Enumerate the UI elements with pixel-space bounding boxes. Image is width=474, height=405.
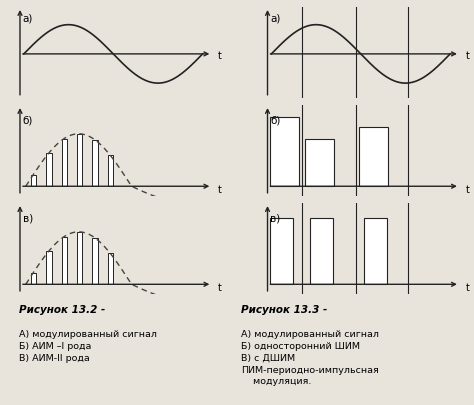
Bar — [31, 175, 36, 187]
Text: t: t — [218, 184, 222, 194]
Bar — [46, 252, 52, 285]
Text: б): б) — [270, 115, 281, 126]
Bar — [46, 153, 52, 187]
Text: б): б) — [23, 115, 33, 126]
Bar — [305, 139, 334, 187]
Text: а): а) — [23, 14, 33, 23]
Text: Рисунок 13.2 -: Рисунок 13.2 - — [18, 305, 105, 314]
Bar — [31, 273, 36, 285]
Bar — [77, 232, 82, 285]
Bar — [62, 237, 67, 285]
Bar — [108, 156, 113, 187]
Text: t: t — [465, 282, 469, 292]
Text: А) модулированный сигнал
Б) АИМ –I рода
В) АИМ-II рода: А) модулированный сигнал Б) АИМ –I рода … — [18, 329, 157, 362]
Text: t: t — [218, 51, 222, 61]
Bar — [310, 218, 333, 285]
Text: А) модулированный сигнал
Б) односторонний ШИМ
В) с ДШИМ
ПИМ-периодно-импульсная
: А) модулированный сигнал Б) односторонни… — [241, 329, 380, 386]
Text: t: t — [218, 282, 222, 292]
Bar — [92, 141, 98, 187]
Text: а): а) — [270, 14, 281, 23]
Bar — [359, 127, 388, 187]
Bar — [77, 134, 82, 187]
Bar — [108, 254, 113, 285]
Bar — [92, 239, 98, 285]
Bar — [270, 118, 299, 187]
Bar — [62, 139, 67, 187]
Bar — [364, 218, 387, 285]
Text: Рисунок 13.3 -: Рисунок 13.3 - — [241, 305, 328, 314]
Bar — [270, 218, 293, 285]
Text: t: t — [465, 51, 469, 61]
Text: в): в) — [270, 213, 281, 224]
Text: t: t — [465, 184, 469, 194]
Text: в): в) — [23, 213, 33, 224]
